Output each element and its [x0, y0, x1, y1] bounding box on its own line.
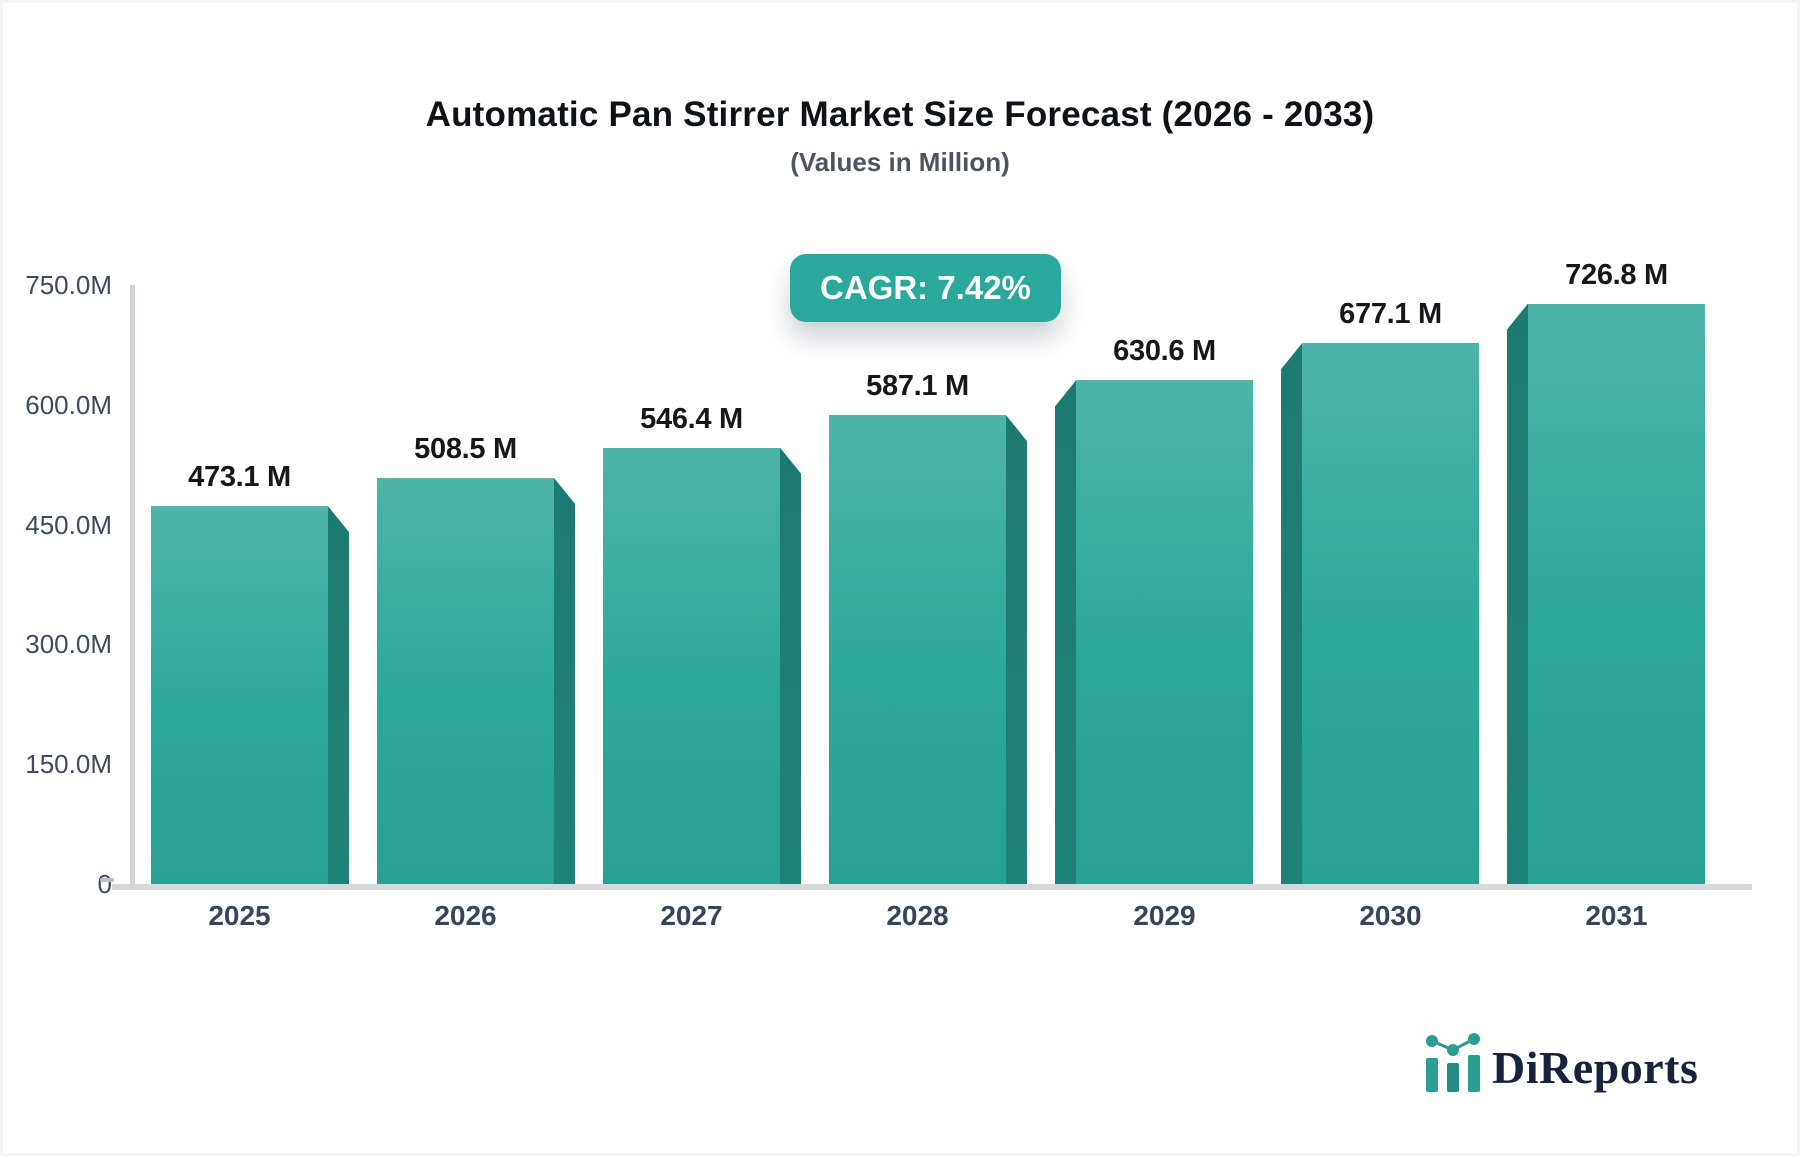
x-axis-label: 2028 — [886, 900, 949, 931]
bar-face — [1528, 303, 1705, 887]
y-axis-tick-label: 0 — [97, 869, 112, 899]
y-axis-line — [130, 285, 135, 884]
x-axis-label: 2030 — [1359, 900, 1422, 931]
bar-side-face — [328, 506, 349, 887]
bar-side-face — [780, 447, 801, 887]
bar-value-label: 630.6 M — [1113, 335, 1216, 368]
chart-subtitle: (Values in Million) — [790, 147, 1010, 177]
x-axis-label: 2026 — [434, 900, 497, 931]
chart-title: Automatic Pan Stirrer Market Size Foreca… — [425, 95, 1375, 134]
bar-face — [151, 506, 328, 887]
logo-text: DiReports — [1492, 1042, 1699, 1093]
bar-value-label: 508.5 M — [414, 432, 517, 465]
bar-side-face — [1006, 415, 1027, 887]
bar-face — [1076, 380, 1253, 887]
bar-value-label: 546.4 M — [640, 402, 743, 435]
y-axis-tick-label: 600.0M — [25, 389, 112, 420]
x-axis-line — [112, 884, 1752, 890]
bar-side-face — [1281, 343, 1302, 887]
x-axis-label: 2025 — [208, 900, 271, 931]
bar-face — [1302, 343, 1479, 887]
bar-side-face — [1055, 380, 1076, 887]
y-axis-zero-tick — [100, 878, 114, 882]
y-axis-tick-label: 300.0M — [25, 629, 112, 660]
bar-face — [829, 415, 1006, 887]
y-axis-tick-label: 750.0M — [25, 270, 112, 300]
x-axis-label: 2029 — [1133, 900, 1196, 931]
direports-logo: DiReports — [1424, 1024, 1698, 1100]
x-axis-label: 2031 — [1585, 900, 1648, 931]
cagr-badge: CAGR: 7.42% — [790, 254, 1061, 322]
bar-side-face — [1507, 303, 1528, 887]
bar-chart-with-dots-icon — [1426, 1033, 1480, 1092]
y-axis-tick-label: 150.0M — [25, 749, 112, 780]
x-axis-label: 2027 — [660, 900, 723, 931]
bar-value-label: 677.1 M — [1339, 298, 1442, 331]
bar-value-label: 726.8 M — [1565, 258, 1668, 291]
bar-value-label: 473.1 M — [188, 461, 291, 494]
cagr-badge-label: CAGR: 7.42% — [820, 269, 1031, 306]
bar-face — [377, 477, 554, 887]
bar-face — [603, 447, 780, 887]
bar-value-label: 587.1 M — [866, 370, 969, 403]
y-axis-tick-label: 450.0M — [25, 509, 112, 540]
bar-side-face — [554, 477, 575, 887]
